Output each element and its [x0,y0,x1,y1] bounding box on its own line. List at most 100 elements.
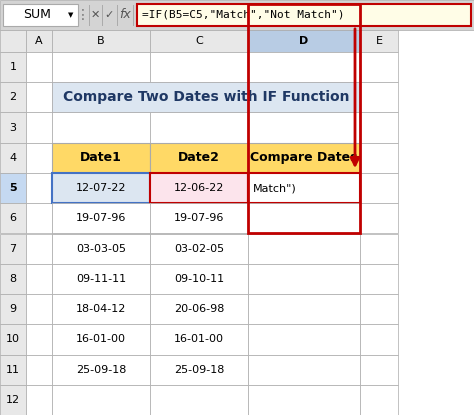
Bar [52,52,150,82]
Bar [26,294,52,324]
Text: 9: 9 [9,304,17,314]
Text: 09-10-11: 09-10-11 [174,274,224,284]
Bar [26,324,52,354]
Bar [0,112,26,143]
Bar [360,52,398,82]
Bar [52,354,150,385]
Bar [248,324,360,354]
Text: Match"): Match") [253,183,297,193]
Bar [150,112,248,143]
Bar [248,203,360,234]
Text: Compare Dates: Compare Dates [250,151,358,164]
Bar [248,294,360,324]
Text: 12: 12 [6,395,20,405]
Bar [0,264,26,294]
Bar [52,82,360,112]
Bar [26,173,52,203]
Bar [52,234,150,264]
Bar [248,143,360,173]
Text: 19-07-96: 19-07-96 [76,213,126,223]
Bar [26,385,52,415]
Text: E: E [375,36,383,46]
Bar [150,385,248,415]
Bar [248,173,360,203]
Bar [248,143,360,173]
Bar [150,143,248,173]
Text: 4: 4 [9,153,17,163]
Bar [52,143,150,173]
Text: 20-06-98: 20-06-98 [174,304,224,314]
Bar [150,30,248,52]
Bar [52,294,150,324]
Bar [26,354,52,385]
Bar [52,143,150,173]
Text: Compare Two Dates with IF Function: Compare Two Dates with IF Function [63,90,349,105]
Bar [248,203,360,234]
Text: ✓: ✓ [104,10,114,20]
Bar [0,30,26,52]
Text: 2: 2 [9,93,17,103]
Bar [150,203,248,234]
Bar [26,143,52,173]
Text: 25-09-18: 25-09-18 [76,365,126,375]
Text: Date1: Date1 [80,151,122,164]
Text: C: C [195,36,203,46]
Text: ⋮: ⋮ [76,8,90,22]
Bar [52,173,150,203]
Bar [248,30,360,52]
Bar [26,112,52,143]
Text: 6: 6 [9,213,17,223]
Bar [26,203,52,234]
Text: A: A [35,36,43,46]
Bar [248,264,360,294]
Bar [360,112,398,143]
Bar [0,203,26,234]
Bar [248,294,360,324]
Bar [52,82,150,112]
Text: D: D [300,36,309,46]
Bar [52,173,150,203]
Bar [52,385,150,415]
Bar [26,52,52,82]
Text: B: B [97,36,105,46]
Bar [150,203,248,234]
Bar [360,385,398,415]
Text: =IF(B5=C5,"Match","Not Match"): =IF(B5=C5,"Match","Not Match") [142,10,345,20]
Bar [150,173,248,203]
Bar [360,294,398,324]
Bar [0,52,26,82]
Bar [0,234,26,264]
Bar [360,264,398,294]
Bar [0,82,26,112]
Bar [52,112,150,143]
Text: 16-01-00: 16-01-00 [76,334,126,344]
Bar [360,234,398,264]
Bar [248,354,360,385]
Bar [248,112,360,143]
Bar [3,4,78,26]
Bar [150,354,248,385]
Bar [0,324,26,354]
Bar [26,264,52,294]
Bar [52,354,150,385]
Bar [0,143,26,173]
Text: Date2: Date2 [178,151,220,164]
Text: fx: fx [119,8,131,22]
Bar [52,30,150,52]
Bar [150,52,248,82]
Bar [360,203,398,234]
Text: 03-02-05: 03-02-05 [174,244,224,254]
Bar [360,82,398,112]
Bar [248,173,360,203]
Bar [248,234,360,264]
Bar [360,143,398,173]
Text: 18-04-12: 18-04-12 [76,304,126,314]
Text: 12-07-22: 12-07-22 [76,183,126,193]
Bar [248,324,360,354]
Bar [26,234,52,264]
Text: 19-07-96: 19-07-96 [174,213,224,223]
Bar [137,4,471,26]
Text: 11: 11 [6,365,20,375]
Text: ▼: ▼ [68,12,73,18]
Bar [150,294,248,324]
